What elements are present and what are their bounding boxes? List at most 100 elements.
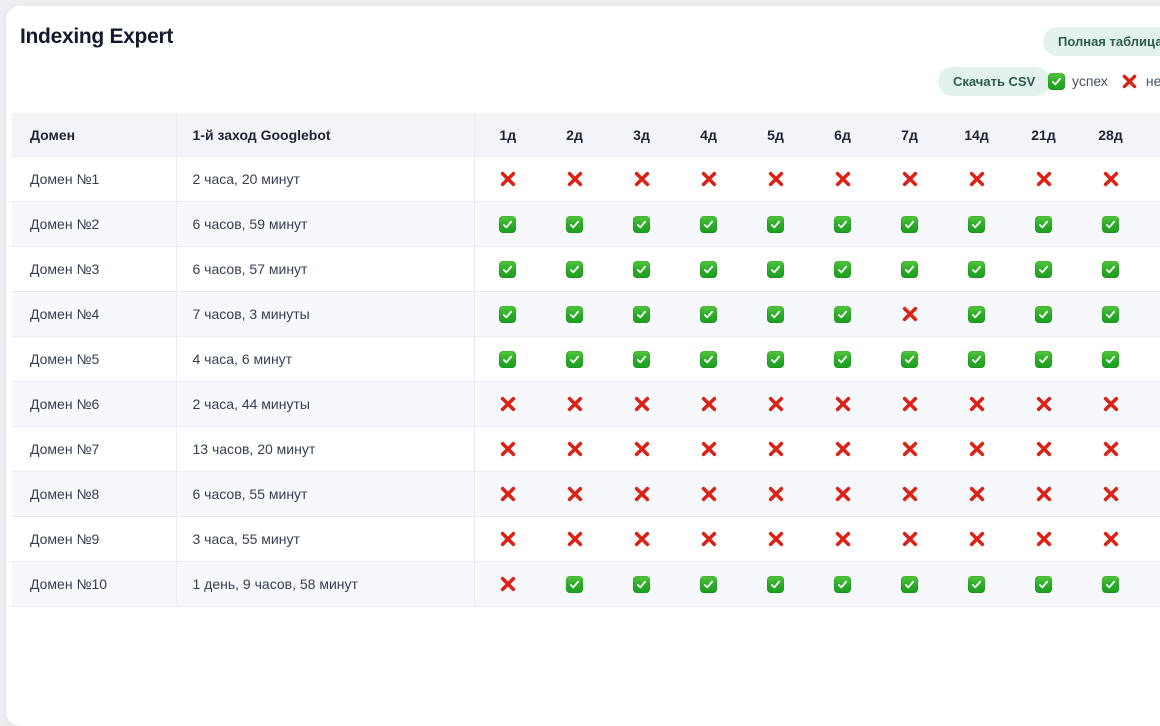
day-column-header: 7д [876, 113, 943, 157]
success-check-icon [1048, 72, 1065, 90]
status-fail-cell [1077, 516, 1144, 562]
fail-cross-icon [566, 395, 584, 413]
status-success-cell [809, 201, 876, 247]
success-check-icon [1102, 215, 1119, 233]
status-fail-cell [943, 426, 1010, 472]
status-fail-cell [943, 156, 1010, 202]
status-success-cell [1077, 336, 1144, 382]
status-fail-cell [943, 516, 1010, 562]
fail-cross-icon [499, 440, 517, 458]
status-success-cell [541, 561, 608, 607]
full-table-button[interactable]: Полная таблица [1043, 27, 1160, 56]
success-check-icon [968, 350, 985, 368]
domain-cell: Домен №5 [12, 336, 177, 382]
status-fail-cell [876, 156, 943, 202]
fail-cross-icon [633, 395, 651, 413]
status-fail-cell [1077, 471, 1144, 517]
status-fail-cell [1010, 471, 1077, 517]
domain-cell: Домен №2 [12, 201, 177, 247]
fail-cross-icon [566, 530, 584, 548]
status-success-cell [809, 561, 876, 607]
success-check-icon [834, 305, 851, 323]
status-success-cell [1077, 201, 1144, 247]
first-visit-cell: 2 часа, 20 минут [176, 156, 475, 202]
domain-cell: Домен №8 [12, 471, 177, 517]
status-fail-cell [809, 426, 876, 472]
domain-cell: Домен №10 [12, 561, 177, 607]
success-check-icon [901, 350, 918, 368]
status-fail-cell [474, 561, 541, 607]
fail-cross-icon [767, 395, 785, 413]
status-success-cell [1010, 336, 1077, 382]
status-fail-cell [474, 426, 541, 472]
success-check-icon [566, 305, 583, 323]
day-column-header: 14д [943, 113, 1010, 157]
success-check-icon [968, 260, 985, 278]
status-fail-cell [1077, 426, 1144, 472]
status-success-cell [876, 246, 943, 292]
status-success-cell [742, 246, 809, 292]
success-check-icon [767, 215, 784, 233]
success-check-icon [566, 350, 583, 368]
success-check-icon [968, 215, 985, 233]
fail-cross-icon [1102, 530, 1120, 548]
day-column-header: 4д [675, 113, 742, 157]
success-check-icon [499, 350, 517, 368]
page-title: Indexing Expert [20, 25, 174, 48]
download-csv-button[interactable]: Скачать CSV [938, 67, 1051, 96]
success-check-icon [767, 305, 784, 323]
status-fail-cell [943, 471, 1010, 517]
fail-cross-icon [834, 170, 852, 188]
first-visit-cell: 4 часа, 6 минут [176, 336, 475, 382]
success-check-icon [767, 350, 784, 368]
row-filler [1144, 381, 1160, 427]
fail-cross-icon [968, 170, 986, 188]
success-check-icon [566, 260, 583, 278]
status-success-cell [1010, 246, 1077, 292]
status-success-cell [474, 246, 541, 292]
status-fail-cell [541, 471, 608, 517]
status-success-cell [1010, 291, 1077, 337]
status-success-cell [675, 201, 742, 247]
success-check-icon [633, 350, 650, 368]
success-check-icon [1102, 305, 1119, 323]
status-success-cell [608, 246, 675, 292]
status-success-cell [876, 201, 943, 247]
status-fail-cell [675, 156, 742, 202]
status-fail-cell [809, 381, 876, 427]
status-success-cell [876, 336, 943, 382]
row-filler [1144, 336, 1160, 382]
fail-cross-icon [566, 485, 584, 503]
success-check-icon [633, 260, 650, 278]
status-success-cell [742, 291, 809, 337]
status-fail-cell [742, 426, 809, 472]
domain-cell: Домен №4 [12, 291, 177, 337]
day-column-header: 2д [541, 113, 608, 157]
status-fail-cell [809, 156, 876, 202]
success-check-icon [700, 215, 717, 233]
status-success-cell [809, 336, 876, 382]
status-success-cell [675, 561, 742, 607]
status-fail-cell [1010, 516, 1077, 562]
status-success-cell [1077, 561, 1144, 607]
status-success-cell [943, 561, 1010, 607]
status-success-cell [675, 291, 742, 337]
status-fail-cell [541, 516, 608, 562]
status-fail-cell [1077, 156, 1144, 202]
fail-cross-icon [901, 395, 919, 413]
fail-cross-icon [700, 530, 718, 548]
success-check-icon [499, 215, 517, 233]
status-fail-cell [541, 156, 608, 202]
domain-cell: Домен №7 [12, 426, 177, 472]
fail-cross-icon [1102, 440, 1120, 458]
table-row: Домен №3 6 часов, 57 минут [12, 246, 1160, 292]
success-check-icon [566, 575, 583, 593]
success-check-icon [834, 350, 851, 368]
table-row: Домен №7 13 часов, 20 минут [12, 426, 1160, 472]
fail-cross-icon [1035, 485, 1053, 503]
status-fail-cell [876, 516, 943, 562]
day-column-header: 28д [1077, 113, 1144, 157]
success-check-icon [499, 305, 517, 323]
status-success-cell [541, 336, 608, 382]
success-check-icon [566, 215, 583, 233]
